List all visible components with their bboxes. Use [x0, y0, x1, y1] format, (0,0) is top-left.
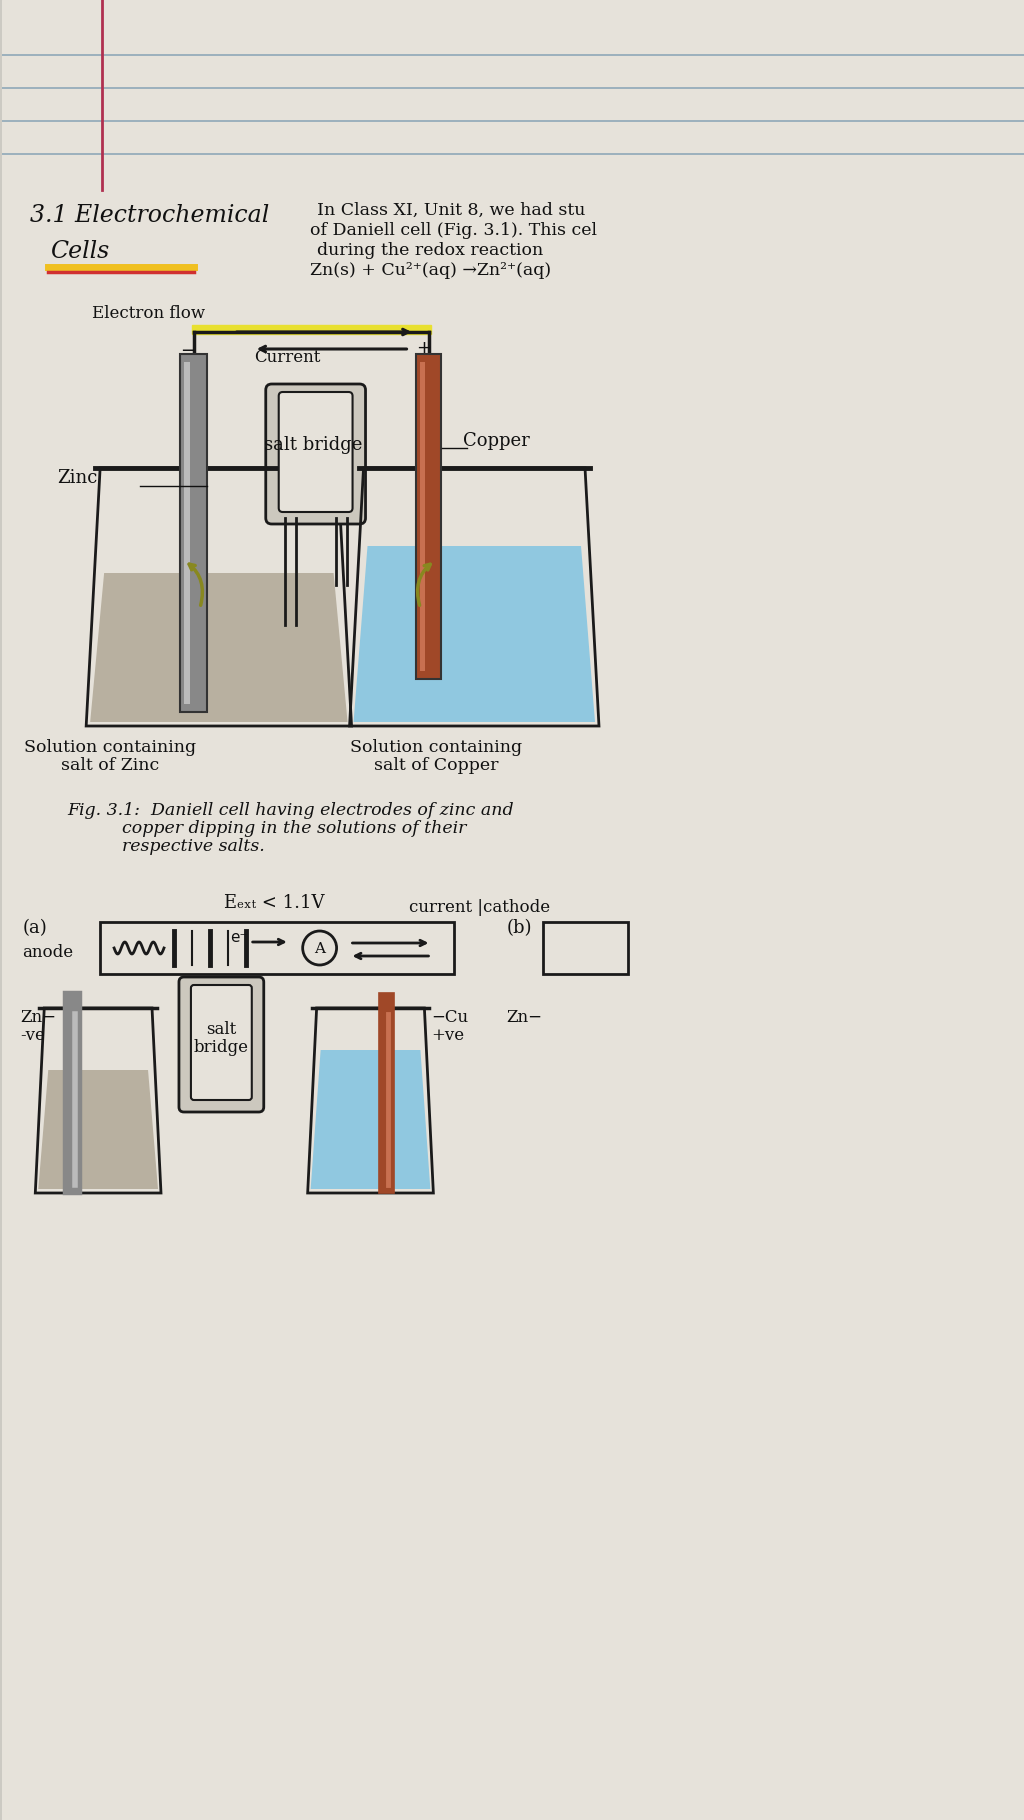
Text: (b): (b): [506, 919, 531, 937]
Text: during the redox reaction: during the redox reaction: [316, 242, 543, 258]
Text: e⁻: e⁻: [229, 930, 248, 945]
Text: Solution containing: Solution containing: [350, 739, 522, 755]
Bar: [100, 923, 455, 974]
Bar: [184, 362, 189, 704]
FancyBboxPatch shape: [179, 977, 264, 1112]
Polygon shape: [353, 546, 595, 723]
Bar: [191, 326, 431, 335]
Polygon shape: [38, 1070, 158, 1188]
Polygon shape: [310, 1050, 430, 1188]
Text: +ve: +ve: [431, 1026, 465, 1045]
Text: salt: salt: [206, 1021, 236, 1037]
FancyBboxPatch shape: [266, 384, 366, 524]
Text: −Cu: −Cu: [431, 1008, 469, 1026]
Bar: [180, 355, 207, 712]
Text: bridge: bridge: [194, 1039, 249, 1056]
FancyBboxPatch shape: [190, 985, 252, 1099]
Text: Cells: Cells: [50, 240, 110, 264]
Text: salt of Copper: salt of Copper: [374, 757, 499, 774]
Text: salt of Zinc: salt of Zinc: [61, 757, 160, 774]
Text: Zn−: Zn−: [20, 1008, 56, 1026]
Text: Zinc: Zinc: [57, 470, 97, 488]
Text: Eₑₓₜ < 1.1V: Eₑₓₜ < 1.1V: [224, 894, 325, 912]
Text: anode: anode: [23, 945, 74, 961]
Text: 3.1 Electrochemical: 3.1 Electrochemical: [31, 204, 269, 228]
Text: Electron flow: Electron flow: [92, 306, 205, 322]
Text: A: A: [313, 943, 325, 956]
Text: of Daniell cell (Fig. 3.1). This cel: of Daniell cell (Fig. 3.1). This cel: [309, 222, 597, 238]
Text: -ve: -ve: [20, 1026, 45, 1045]
Text: Copper: Copper: [463, 431, 530, 450]
Circle shape: [303, 932, 337, 965]
Text: +: +: [417, 339, 431, 357]
Text: Zn(s) + Cu²⁺(aq) →Zn²⁺(aq): Zn(s) + Cu²⁺(aq) →Zn²⁺(aq): [309, 262, 551, 278]
Text: −: −: [180, 342, 196, 360]
Bar: [543, 923, 628, 974]
Bar: [421, 362, 425, 672]
Text: Zn−: Zn−: [506, 1008, 542, 1026]
Polygon shape: [90, 573, 347, 723]
Bar: [417, 355, 441, 679]
FancyBboxPatch shape: [279, 391, 352, 511]
Text: Current: Current: [254, 349, 321, 366]
Text: In Class XI, Unit 8, we had stu: In Class XI, Unit 8, we had stu: [316, 202, 585, 218]
Text: Solution containing: Solution containing: [24, 739, 197, 755]
Text: current |cathode: current |cathode: [410, 899, 551, 915]
Text: salt bridge: salt bridge: [264, 437, 362, 453]
Text: Fig. 3.1:  Daniell cell having electrodes of zinc and: Fig. 3.1: Daniell cell having electrodes…: [68, 803, 514, 819]
Text: respective salts.: respective salts.: [68, 837, 265, 855]
Text: copper dipping in the solutions of their: copper dipping in the solutions of their: [68, 821, 467, 837]
Text: (a): (a): [23, 919, 47, 937]
